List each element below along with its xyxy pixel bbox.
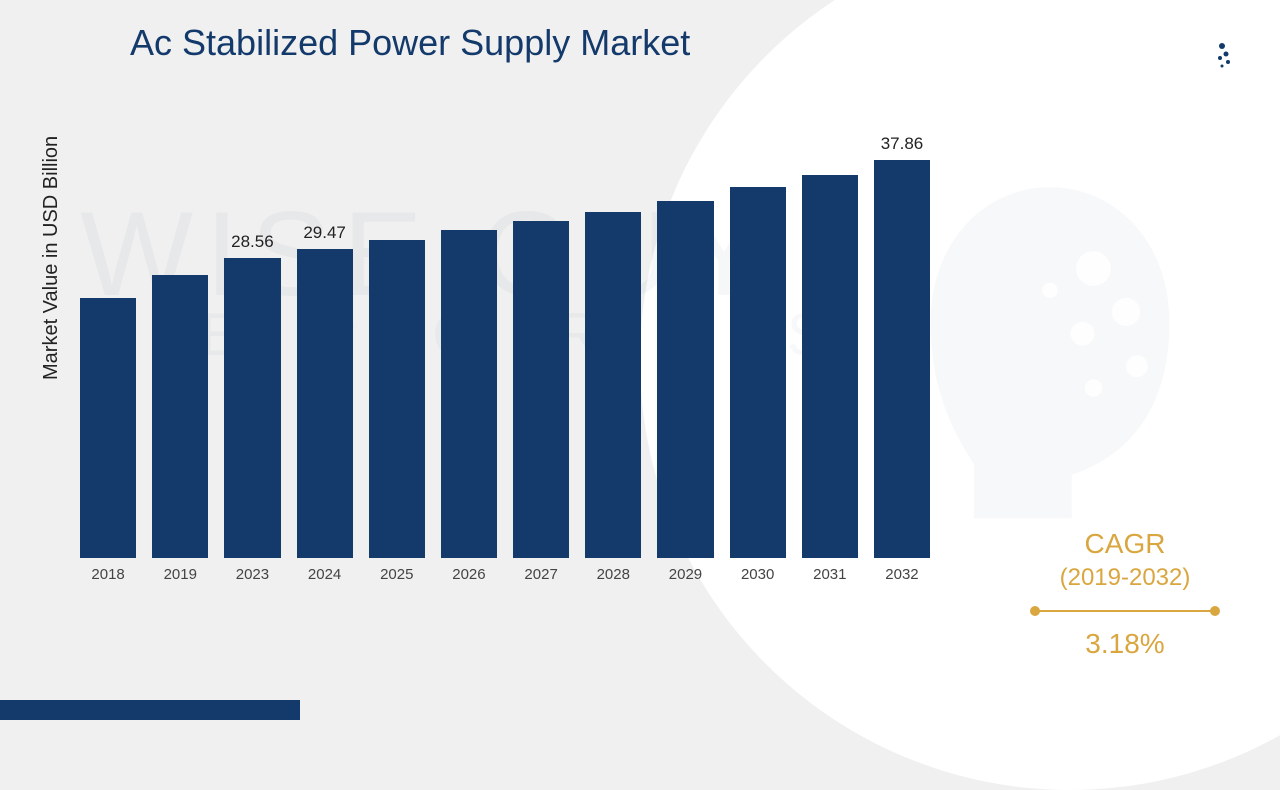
brand-logo: WISE GUY R E P O R T S (951, 18, 1240, 75)
bar-column: 2026 (441, 230, 497, 558)
bar-x-label: 2028 (597, 566, 630, 583)
cagr-value: 3.18% (970, 628, 1280, 660)
bar (585, 212, 641, 559)
chart-title: Ac Stabilized Power Supply Market (130, 22, 690, 64)
bar-column: 2031 (802, 175, 858, 558)
bar-column: 2018 (80, 298, 136, 558)
bar-x-label: 2032 (885, 566, 918, 583)
bar-x-label: 2027 (524, 566, 557, 583)
bar-x-label: 2029 (669, 566, 702, 583)
bar-x-label: 2025 (380, 566, 413, 583)
cagr-divider (1035, 610, 1215, 612)
bar-value-label: 28.56 (231, 232, 274, 252)
bar (513, 221, 569, 558)
bar (730, 187, 786, 558)
bar-x-label: 2024 (308, 566, 341, 583)
bar-column: 2025 (369, 240, 425, 558)
bars-container: 2018 2019 28.562023 29.472024 2025 2026 2027 20… (80, 138, 930, 558)
cagr-label: CAGR (970, 528, 1280, 560)
bar-column: 2029 (657, 201, 713, 558)
bar (802, 175, 858, 558)
watermark-head-icon (880, 160, 1220, 540)
bar (224, 258, 280, 558)
y-axis-label: Market Value in USD Billion (40, 136, 63, 380)
cagr-panel: CAGR (2019-2032) 3.18% (970, 528, 1280, 660)
main-content: Ac Stabilized Power Supply Market Market… (0, 0, 970, 720)
bar-x-label: 2023 (236, 566, 269, 583)
chart-area: 2018201928.56202329.47202420252026202720… (80, 120, 930, 580)
bottom-accent-bar (0, 700, 300, 720)
bar-x-label: 2018 (91, 566, 124, 583)
bar-column: 2028 (585, 212, 641, 559)
bar-column: 2030 (730, 187, 786, 558)
bar-value-label: 37.86 (881, 134, 924, 154)
bar-column: 2019 (152, 275, 208, 559)
bar (297, 249, 353, 558)
bar (369, 240, 425, 558)
bar-x-label: 2031 (813, 566, 846, 583)
cagr-range: (2019-2032) (970, 564, 1280, 592)
bar (152, 275, 208, 559)
bar-column: 29.472024 (297, 249, 353, 558)
bar-column: 28.562023 (224, 258, 280, 558)
page-root: WISE GUY R E P O R T S Ac Stabilized Pow… (0, 0, 1280, 720)
bar (80, 298, 136, 558)
bar-x-label: 2030 (741, 566, 774, 583)
bar (441, 230, 497, 558)
bar-value-label: 29.47 (303, 223, 346, 243)
logo-head-icon (1184, 26, 1244, 86)
bar (657, 201, 713, 558)
bar-x-label: 2026 (452, 566, 485, 583)
bar-column: 2027 (513, 221, 569, 558)
bar-x-label: 2019 (164, 566, 197, 583)
